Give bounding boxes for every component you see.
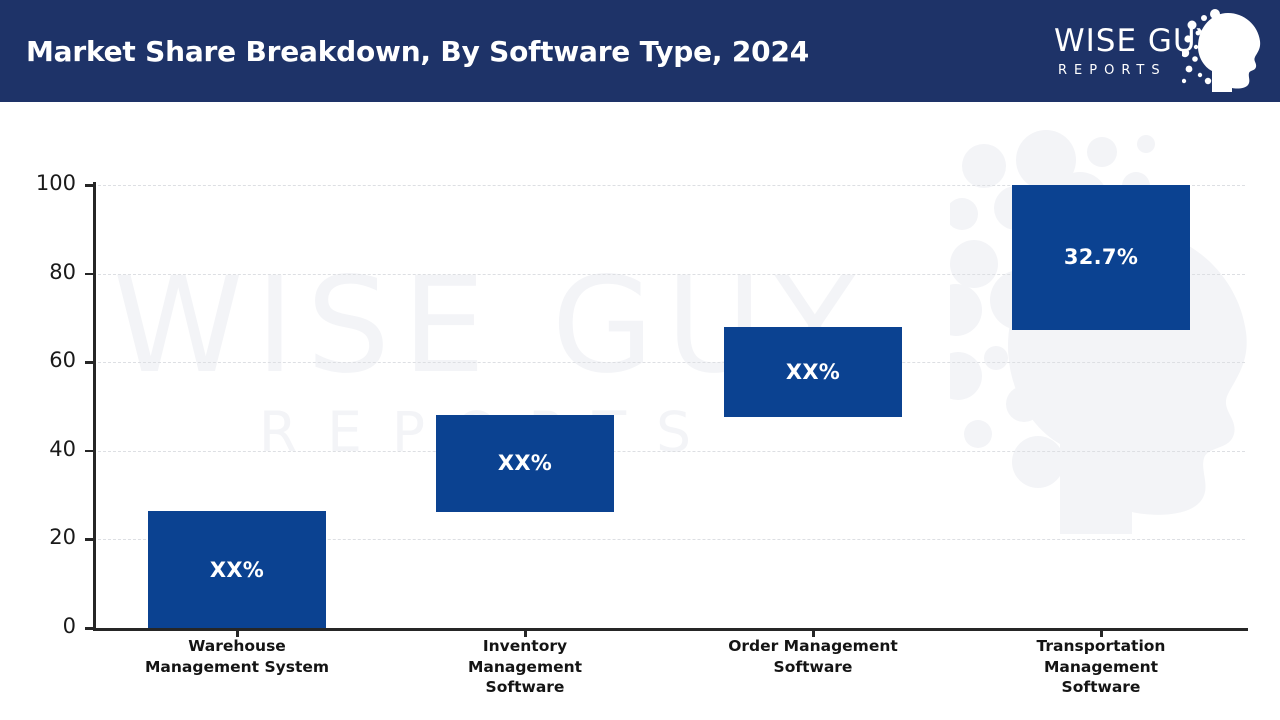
brand-logo: WISE GUY REPORTS [1040,5,1272,97]
x-axis-category-label: Warehouse Management System [144,637,330,676]
bar-value-label: 32.7% [1063,245,1139,270]
y-axis-tick-label: 60 [49,348,76,373]
y-axis-tick-mark [85,538,94,541]
y-axis-tick-mark [85,449,94,453]
y-axis-tick-mark [85,272,94,276]
y-axis-tick-label: 100 [35,171,76,195]
gridline [93,273,1245,275]
x-axis-line [93,628,1248,631]
y-axis-tick-label: 20 [49,525,76,550]
chart-canvas: WISE GUY REPORTS 020406080100XX%Warehous… [0,102,1280,720]
bar-value-label: XX% [785,360,841,385]
x-axis-category-label: Order Management Software [728,637,898,676]
y-axis-tick-mark [85,184,94,187]
header-bar: Market Share Breakdown, By Software Type… [0,0,1280,102]
y-axis-tick-mark [85,627,94,630]
page-title: Market Share Breakdown, By Software Type… [26,34,810,68]
bar-4[interactable]: 32.7% [1012,185,1190,330]
bar-1[interactable]: XX% [148,511,326,628]
gridline [93,362,1245,364]
y-axis-tick-label: 80 [49,259,76,284]
x-axis-tick-mark [236,628,239,637]
logo-subtext: REPORTS [1058,62,1167,78]
bar-2[interactable]: XX% [436,414,614,512]
y-axis-tick-label: 0 [62,614,76,638]
bar-3[interactable]: XX% [724,327,902,418]
x-axis-category-label: Inventory Management Software [467,637,583,696]
x-axis-category-label: Transportation Management Software [1036,637,1166,696]
y-axis-tick-label: 40 [49,436,76,461]
gridline [93,539,1245,541]
bar-value-label: XX% [497,451,553,476]
x-axis-tick-mark [812,628,815,637]
y-axis-line [93,182,96,631]
gridline [93,450,1245,452]
dotted-head-profile-icon [1182,9,1261,92]
x-axis-tick-mark [1100,628,1103,637]
gridline [93,185,1245,186]
y-axis-tick-mark [85,361,94,364]
plot-area [93,185,1245,628]
x-axis-tick-mark [524,628,527,637]
bar-value-label: XX% [209,557,265,582]
